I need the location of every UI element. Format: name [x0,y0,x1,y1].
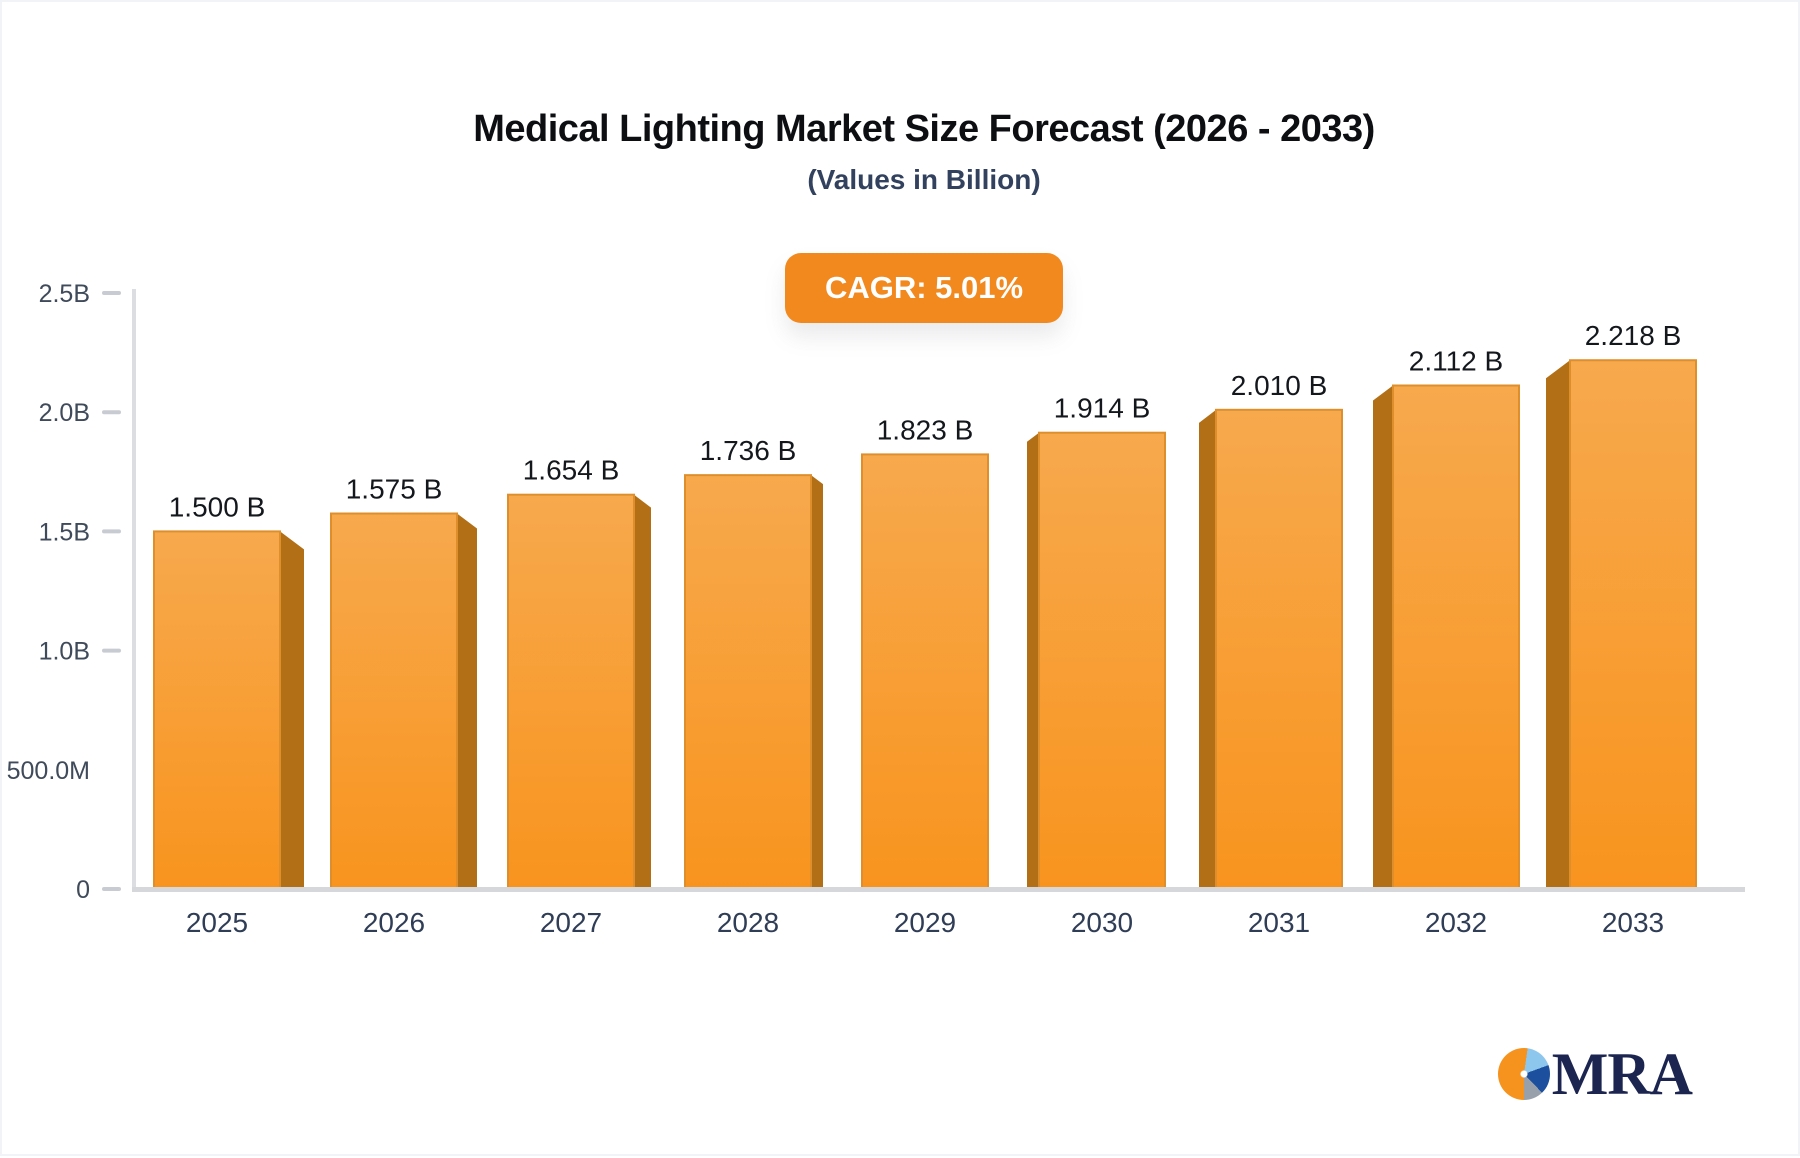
bar-value-label: 2.218 B [1585,320,1682,351]
cagr-badge-wrap: CAGR: 5.01% [50,253,1798,323]
bar-value-label: 2.010 B [1231,370,1328,401]
x-axis-label: 2028 [717,907,779,938]
brand-logo-text: MRA [1551,1041,1693,1107]
y-axis-tick [102,291,121,295]
x-axis-label: 2026 [363,907,425,938]
bar-2025[interactable] [153,530,281,891]
y-axis-line [132,289,136,892]
bar-side-face [280,531,304,889]
bar-2028[interactable] [684,474,812,890]
bar-value-label: 1.500 B [169,491,266,522]
bar-2032[interactable] [1392,384,1520,890]
x-axis-label: 2025 [186,907,248,938]
bar-value-label: 2.112 B [1409,345,1503,376]
x-axis-label: 2031 [1248,907,1310,938]
y-axis-label: 500.0M [7,757,90,785]
y-axis-tick [102,648,121,653]
bar-2029[interactable] [861,453,989,890]
bar-side-face [1546,360,1570,890]
bar-side-face [1373,385,1393,889]
bar-value-label: 1.914 B [1054,393,1151,424]
brand-logo: MRA [1497,1041,1693,1107]
y-axis-label: 1.5B [39,518,90,546]
x-axis-label: 2033 [1602,907,1664,938]
bar-side-face [1199,409,1216,889]
bar-side-face [811,475,823,889]
y-axis-tick [102,887,121,891]
x-axis-label: 2030 [1071,907,1133,938]
y-axis-label: 1.0B [39,638,90,666]
chart-subtitle: (Values in Billion) [807,164,1041,195]
bar-side-face [1027,432,1039,889]
chart-title: Medical Lighting Market Size Forecast (2… [473,108,1375,150]
cagr-badge: CAGR: 5.01% [784,253,1064,323]
x-axis-label: 2027 [540,907,602,938]
y-axis-label: 0 [76,876,90,904]
y-axis-label: 2.5B [39,280,90,308]
bar-side-face [634,494,651,889]
bar-2027[interactable] [507,493,635,890]
bar-2031[interactable] [1215,408,1343,890]
bar-value-label: 1.575 B [346,474,443,505]
y-axis-label: 2.0B [39,399,90,427]
bar-value-label: 1.654 B [523,455,620,486]
bar-2026[interactable] [330,512,458,890]
bar-2030[interactable] [1038,431,1166,890]
x-axis-line [132,887,1745,892]
x-axis-label: 2032 [1425,907,1487,938]
pie-chart-logo-icon [1497,1048,1550,1100]
y-axis-tick [102,529,121,534]
x-axis-label: 2029 [894,907,956,938]
bar-side-face [457,513,477,889]
y-axis-tick [102,410,121,415]
bar-value-label: 1.736 B [700,435,797,466]
bar-2033[interactable] [1569,359,1697,890]
bar-value-label: 1.823 B [877,414,974,445]
